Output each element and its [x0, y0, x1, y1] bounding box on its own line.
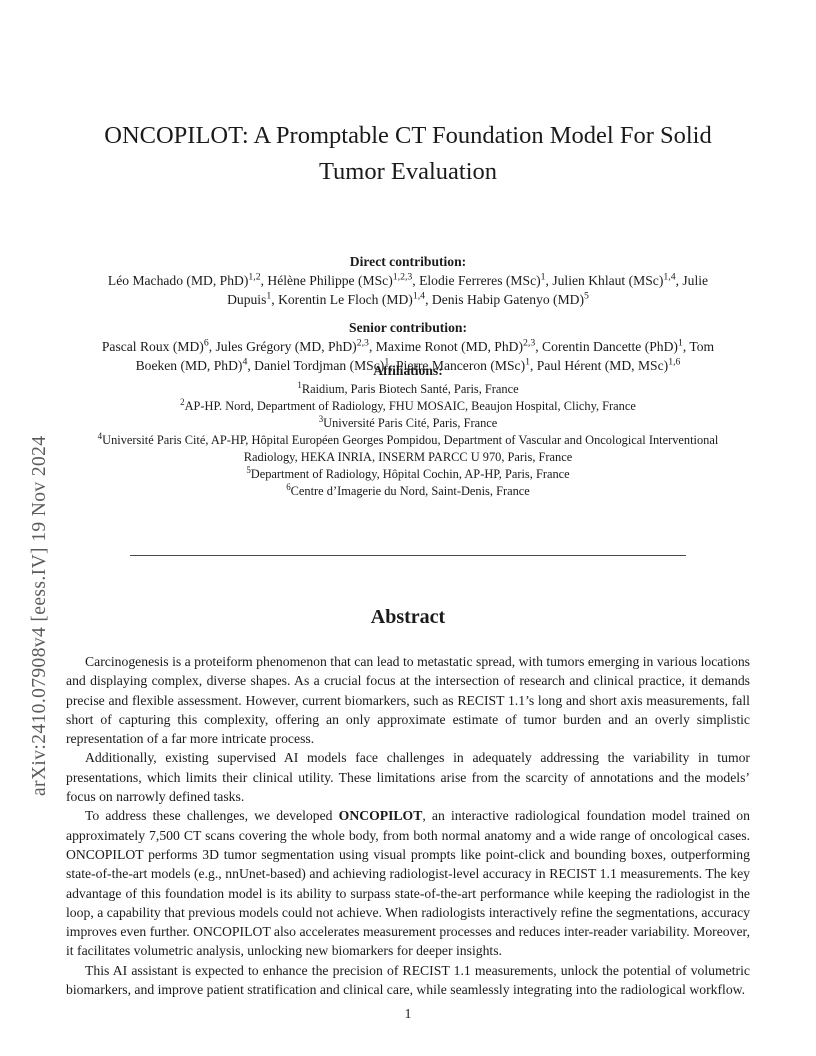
page-number: 1: [404, 1006, 412, 1021]
abstract-paragraph: To address these challenges, we develope…: [66, 808, 750, 959]
affiliation-item: 2AP-HP. Nord, Department of Radiology, F…: [66, 396, 750, 415]
affiliation-item: 5Department of Radiology, Hôpital Cochin…: [66, 464, 750, 483]
affiliation-marker: 2: [180, 396, 185, 407]
affiliation-text: AP-HP. Nord, Department of Radiology, FH…: [184, 399, 636, 413]
direct-contribution-authors-line-1: Léo Machado (MD, PhD)1,2, Hélène Philipp…: [107, 271, 709, 288]
direct-contribution-group: Direct contribution: Léo Machado (MD, Ph…: [66, 252, 750, 309]
title-block: ONCOPILOT: A Promptable CT Foundation Mo…: [66, 118, 750, 190]
senior-contribution-heading: Senior contribution:: [349, 320, 467, 335]
arxiv-stamp: arXiv:2410.07908v4 [eess.IV] 19 Nov 2024: [0, 0, 60, 1056]
direct-contribution-authors-line-2: Dupuis1, Korentin Le Floch (MD)1,4, Deni…: [227, 290, 589, 307]
paper-page: ONCOPILOT: A Promptable CT Foundation Mo…: [66, 0, 750, 1056]
affiliations-list: 1Raidium, Paris Biotech Santé, Paris, Fr…: [66, 379, 750, 500]
affiliation-marker: 3: [318, 413, 324, 424]
abstract-body: Carcinogenesis is a proteiform phenomeno…: [66, 652, 750, 999]
section-divider: [130, 555, 686, 556]
abstract-block: Abstract Carcinogenesis is a proteiform …: [66, 604, 750, 999]
affiliations-heading: Affiliations:: [373, 363, 443, 378]
affiliation-marker: 5: [246, 464, 251, 475]
authors-block: Direct contribution: Léo Machado (MD, Ph…: [66, 252, 750, 375]
abstract-paragraph: Additionally, existing supervised AI mod…: [66, 750, 750, 805]
abstract-paragraph: This AI assistant is expected to enhance…: [66, 962, 750, 998]
senior-contribution-authors-line-1: Pascal Roux (MD)6, Jules Grégory (MD, Ph…: [101, 337, 715, 354]
page-title: ONCOPILOT: A Promptable CT Foundation Mo…: [104, 122, 712, 185]
affiliation-item: 3Université Paris Cité, Paris, France: [66, 413, 750, 432]
affiliation-item: 1Raidium, Paris Biotech Santé, Paris, Fr…: [66, 379, 750, 398]
affiliation-marker: 1: [297, 379, 302, 390]
affiliation-text: Raidium, Paris Biotech Santé, Paris, Fra…: [301, 382, 519, 396]
abstract-heading: Abstract: [370, 606, 446, 628]
affiliation-item: 6Centre d’Imagerie du Nord, Saint-Denis,…: [66, 481, 750, 500]
senior-contribution-group: Senior contribution: Pascal Roux (MD)6, …: [66, 318, 750, 375]
affiliation-text: Department of Radiology, Hôpital Cochin,…: [250, 467, 570, 481]
affiliation-marker: 4: [97, 430, 103, 441]
affiliation-marker: 6: [286, 481, 291, 492]
abstract-paragraph: Carcinogenesis is a proteiform phenomeno…: [66, 654, 750, 747]
senior-contribution-authors-line-2: Boeken (MD, PhD)4, Daniel Tordjman (MSc)…: [135, 356, 681, 373]
affiliations-block: Affiliations: 1Raidium, Paris Biotech Sa…: [66, 362, 750, 500]
model-name-emphasis: ONCOPILOT: [338, 808, 423, 824]
affiliation-item: 4Université Paris Cité, AP-HP, Hôpital E…: [66, 430, 750, 466]
arxiv-identifier-text: arXiv:2410.07908v4 [eess.IV] 19 Nov 2024: [29, 435, 50, 796]
affiliation-text: Université Paris Cité, AP-HP, Hôpital Eu…: [102, 433, 719, 464]
affiliation-text: Université Paris Cité, Paris, France: [323, 416, 498, 430]
affiliation-text: Centre d’Imagerie du Nord, Saint-Denis, …: [290, 484, 530, 498]
direct-contribution-heading: Direct contribution:: [349, 254, 467, 269]
